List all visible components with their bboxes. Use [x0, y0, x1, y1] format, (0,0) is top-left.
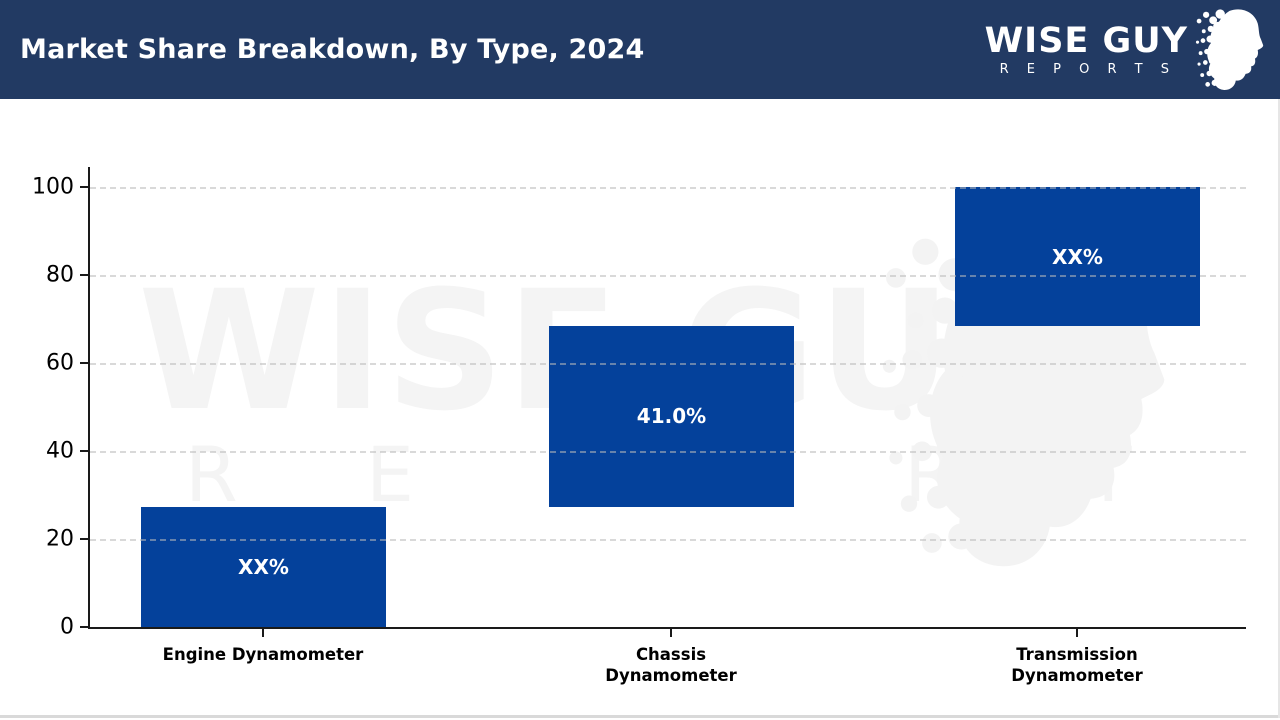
y-tick-mark [80, 450, 88, 452]
x-tick-mark [670, 629, 672, 637]
y-tick-label: 80 [46, 262, 74, 288]
y-tick-label: 0 [60, 614, 74, 640]
gridline-60 [90, 363, 1246, 365]
brand-text: WISE GUY R E P O R T S [984, 20, 1188, 77]
y-tick-label: 20 [46, 526, 74, 552]
brand-head-icon [1195, 8, 1264, 90]
x-tick-mark [262, 629, 264, 637]
bar-chassis-dynamometer[interactable]: 41.0% [549, 326, 794, 507]
bottom-border-line [0, 715, 1280, 718]
category-label-chassis: Chassis Dynamometer [605, 645, 737, 685]
gridline-40 [90, 451, 1246, 453]
brand-subtitle: R E P O R T S [999, 61, 1176, 77]
gridline-80 [90, 275, 1246, 277]
category-label-transmission: Transmission Dynamometer [1011, 645, 1143, 685]
y-axis-line [88, 167, 90, 629]
category-label-engine: Engine Dynamometer [162, 645, 364, 664]
page-title: Market Share Breakdown, By Type, 2024 [20, 34, 645, 65]
y-tick-mark [80, 274, 88, 276]
x-tick-mark [1076, 629, 1078, 637]
bar-engine-dynamometer[interactable]: XX% [141, 506, 386, 627]
y-tick-mark [80, 538, 88, 540]
bar-transmission-dynamometer[interactable]: XX% [955, 187, 1200, 327]
bar-value-label: 41.0% [636, 404, 707, 429]
y-tick-label: 40 [46, 438, 74, 464]
gridline-100 [90, 187, 1246, 189]
y-tick-mark [80, 186, 88, 188]
header-bar: Market Share Breakdown, By Type, 2024 WI… [0, 0, 1280, 99]
brand-name: WISE GUY [984, 20, 1188, 61]
y-tick-label: 100 [32, 174, 74, 200]
chart-area: WISE GUY R E P O R T S XX% [0, 99, 1280, 717]
right-border-line [1278, 99, 1280, 718]
bar-value-label: XX% [238, 554, 289, 579]
gridline-20 [90, 539, 1246, 541]
brand-logo: WISE GUY R E P O R T S [985, 7, 1266, 93]
bar-value-label: XX% [1052, 244, 1103, 269]
y-tick-mark [80, 362, 88, 364]
y-tick-label: 60 [46, 350, 74, 376]
x-axis-line [88, 627, 1246, 629]
y-tick-mark [80, 626, 88, 628]
